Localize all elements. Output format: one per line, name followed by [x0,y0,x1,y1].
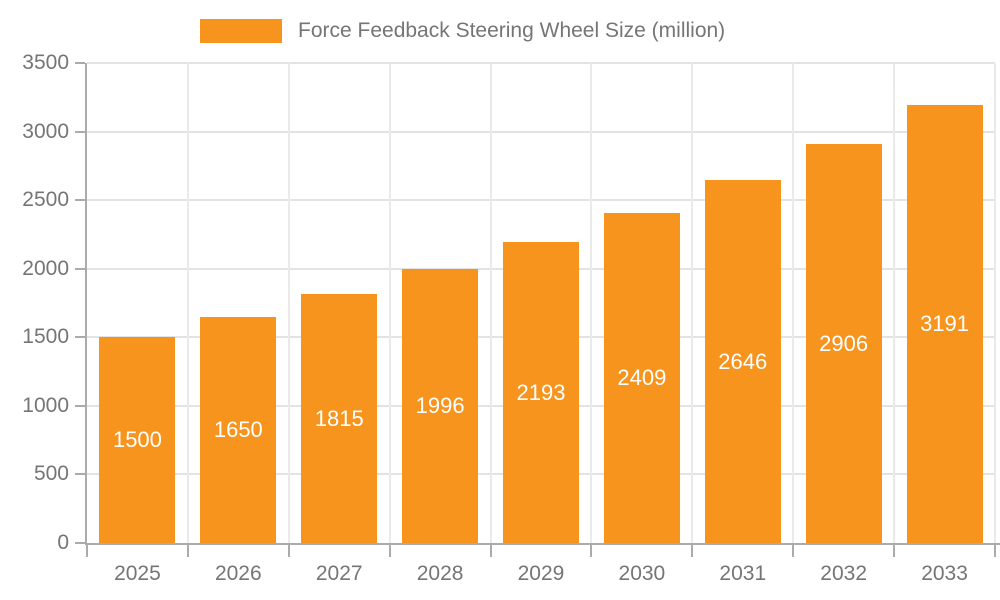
x-gridline [994,63,996,543]
x-axis-label: 2031 [719,562,767,585]
bar-value-label: 1996 [415,393,465,419]
bar-2030[interactable]: 2409 [603,212,680,543]
bar-2025[interactable]: 1500 [99,337,176,543]
x-gridline [388,63,391,543]
x-axis-label: 2032 [820,562,868,585]
x-gridline [186,63,189,543]
x-axis-tick [590,545,593,557]
plot-area: 0 500 1000 1500 2000 2500 3000 3500 1500 2025 1650… [22,51,1000,585]
bar-2027[interactable]: 1815 [301,294,378,543]
x-axis-tick [893,545,896,557]
y-axis-label: 3000 [22,119,69,143]
x-axis-label: 2025 [114,562,161,585]
x-gridline [691,63,694,543]
x-gridline [489,63,492,543]
legend[interactable]: Force Feedback Steering Wheel Size (mill… [200,19,725,43]
x-axis-line [85,543,1000,545]
bar-value-label: 2193 [516,379,566,405]
x-axis-tick [792,545,795,557]
y-axis-tick [75,473,85,476]
bar-2032[interactable]: 2906 [805,144,882,543]
y-axis-tick [75,404,85,407]
bar-value-label: 1500 [112,427,162,453]
x-axis-tick [691,545,694,557]
bar-2028[interactable]: 1996 [402,269,479,543]
y-axis-label: 1000 [22,393,69,417]
y-axis-label: 500 [33,462,69,486]
y-axis-line [85,63,87,543]
bar-value-label: 3191 [920,311,970,337]
x-axis-label: 2028 [416,562,464,585]
y-axis-tick [75,199,85,202]
x-axis-label: 2033 [921,562,968,585]
x-axis-label: 2026 [214,562,262,585]
x-axis-tick [388,545,391,557]
bar-2033[interactable]: 3191 [906,105,983,543]
bar-2026[interactable]: 1650 [200,316,277,543]
x-axis-tick [86,545,88,557]
y-axis-tick [75,62,85,64]
bar-value-label: 1815 [314,405,364,431]
x-gridline [590,63,593,543]
y-axis-label: 0 [57,531,69,554]
x-axis-label: 2030 [618,562,666,585]
x-gridline [287,63,290,543]
y-gridline [87,199,995,202]
legend-label: Force Feedback Steering Wheel Size (mill… [298,19,726,42]
bar-2031[interactable]: 2646 [704,180,781,543]
x-gridline [792,63,795,543]
y-gridline [87,130,995,133]
legend-swatch [200,19,282,43]
y-gridline [87,62,995,64]
bar-2029[interactable]: 2193 [503,242,579,543]
x-axis-tick [287,545,290,557]
y-axis-tick [75,130,85,133]
y-axis-label: 1500 [22,325,69,349]
x-gridline [893,63,896,543]
x-axis-label: 2029 [517,562,565,585]
x-axis-label: 2027 [315,562,363,585]
x-axis-tick [186,545,189,557]
bar-value-label: 2646 [718,348,768,374]
y-axis-tick [75,542,85,544]
x-axis-tick [994,545,996,557]
x-axis-tick [489,545,492,557]
bar-value-label: 2409 [617,364,667,390]
y-axis-tick [75,336,85,339]
y-axis-tick [75,267,85,270]
y-axis-label: 2500 [22,188,69,212]
bar-value-label: 1650 [213,416,263,442]
y-axis-label: 2000 [22,256,69,280]
y-axis-label: 3500 [22,51,69,74]
bar-value-label: 2906 [819,330,869,356]
